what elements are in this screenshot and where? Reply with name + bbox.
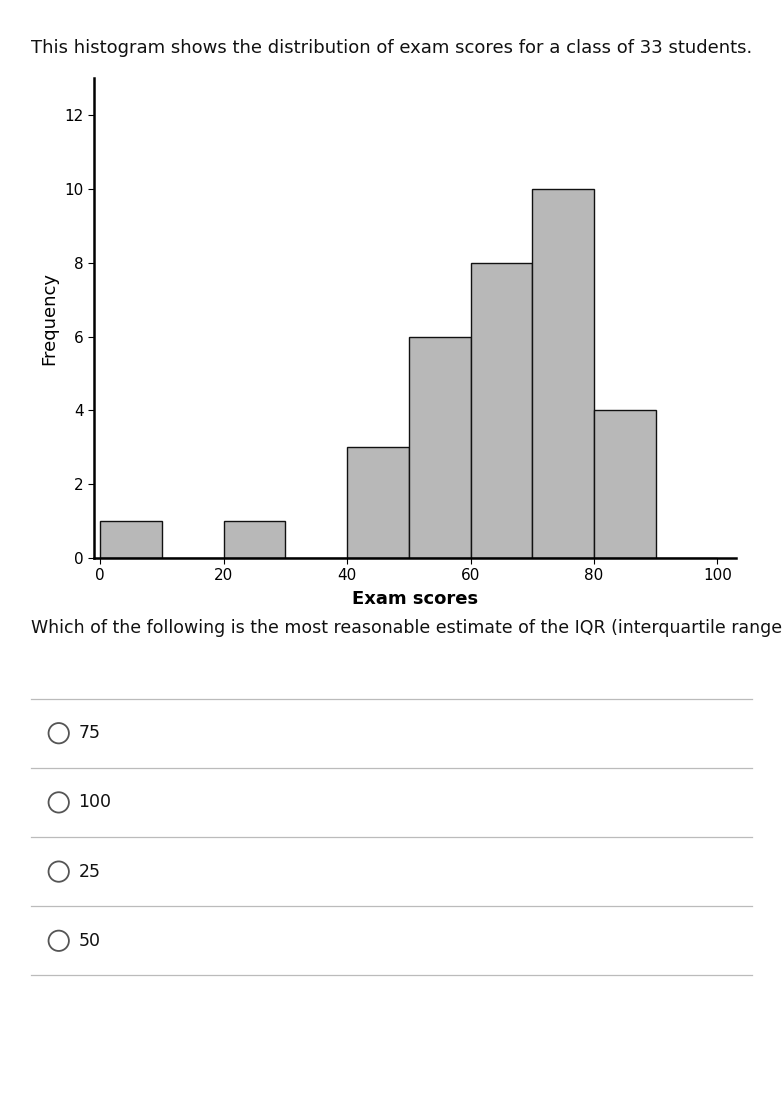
Bar [347, 448, 409, 558]
Bar [100, 521, 162, 558]
Text: 100: 100 [78, 793, 111, 811]
Text: This histogram shows the distribution of exam scores for a class of 33 students.: This histogram shows the distribution of… [31, 39, 752, 57]
Bar [532, 189, 594, 558]
Bar [594, 411, 656, 558]
Text: 25: 25 [78, 863, 100, 881]
Bar [471, 262, 532, 558]
Text: 75: 75 [78, 724, 100, 742]
Y-axis label: Frequency: Frequency [41, 271, 59, 365]
Text: Which of the following is the most reasonable estimate of the IQR (interquartile: Which of the following is the most reaso… [31, 619, 783, 637]
Text: 50: 50 [78, 932, 100, 950]
Bar [409, 337, 471, 558]
Bar [224, 521, 285, 558]
X-axis label: Exam scores: Exam scores [352, 590, 478, 608]
